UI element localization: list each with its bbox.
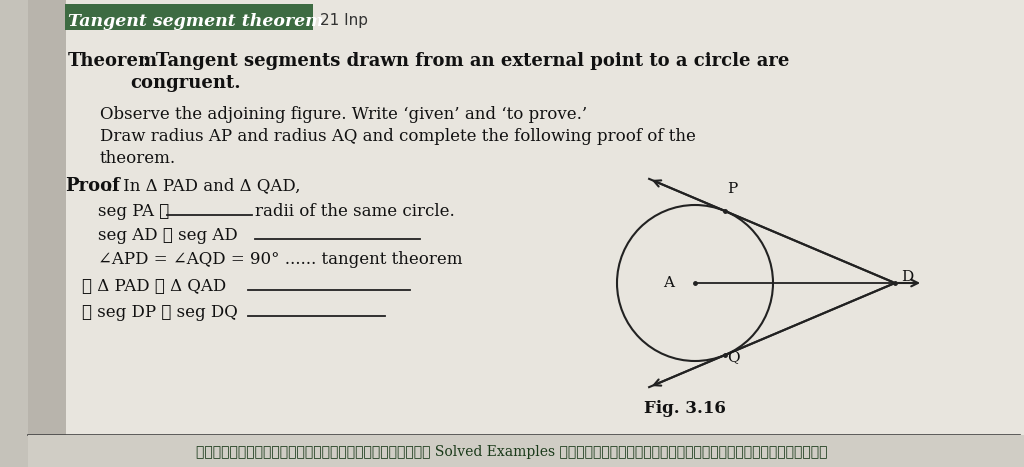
Text: : Tangent segments drawn from an external point to a circle are: : Tangent segments drawn from an externa… bbox=[143, 52, 790, 70]
Text: Fig. 3.16: Fig. 3.16 bbox=[644, 400, 726, 417]
Text: radii of the same circle.: radii of the same circle. bbox=[255, 203, 455, 220]
Text: ∠APD = ∠AQD = 90° ...... tangent theorem: ∠APD = ∠AQD = 90° ...... tangent theorem bbox=[98, 251, 463, 268]
Text: seg AD ≅ seg AD: seg AD ≅ seg AD bbox=[98, 227, 238, 244]
Text: Draw radius AP and radius AQ and complete the following proof of the: Draw radius AP and radius AQ and complet… bbox=[100, 128, 696, 145]
Text: D: D bbox=[901, 270, 913, 284]
Bar bbox=[28, 0, 66, 467]
Text: Observe the adjoining figure. Write ‘given’ and ‘to prove.’: Observe the adjoining figure. Write ‘giv… bbox=[100, 106, 587, 123]
Bar bbox=[28, 435, 1024, 467]
Text: 21 Inp: 21 Inp bbox=[319, 13, 368, 28]
Text: :  In Δ PAD and Δ QAD,: : In Δ PAD and Δ QAD, bbox=[106, 177, 300, 194]
Text: A: A bbox=[663, 276, 674, 290]
Text: ∴ seg DP ≅ seg DQ: ∴ seg DP ≅ seg DQ bbox=[82, 304, 238, 321]
Text: Tangent segment theorem: Tangent segment theorem bbox=[68, 13, 324, 29]
Bar bbox=[65, 4, 313, 30]
Text: Proof: Proof bbox=[65, 177, 120, 195]
Text: theorem.: theorem. bbox=[100, 150, 176, 167]
Text: ∴ Δ PAD ≅ Δ QAD: ∴ Δ PAD ≅ Δ QAD bbox=[82, 278, 226, 295]
Text: seg PA ≅: seg PA ≅ bbox=[98, 203, 169, 220]
Text: Theorem: Theorem bbox=[68, 52, 158, 70]
Text: P: P bbox=[727, 182, 737, 196]
Text: congruent.: congruent. bbox=[130, 74, 241, 92]
Text: Q: Q bbox=[727, 350, 740, 364]
Text: োসোসোসোসোসোসোসোসোসোসোসোসোসোস Solved Examples োসোসোসোসোসোসোসোসোসোসোসোসোসোসোসোস: োসোসোসোসোসোসোসোসোসোসোসোসোসোস Solved Exam… bbox=[197, 445, 827, 459]
